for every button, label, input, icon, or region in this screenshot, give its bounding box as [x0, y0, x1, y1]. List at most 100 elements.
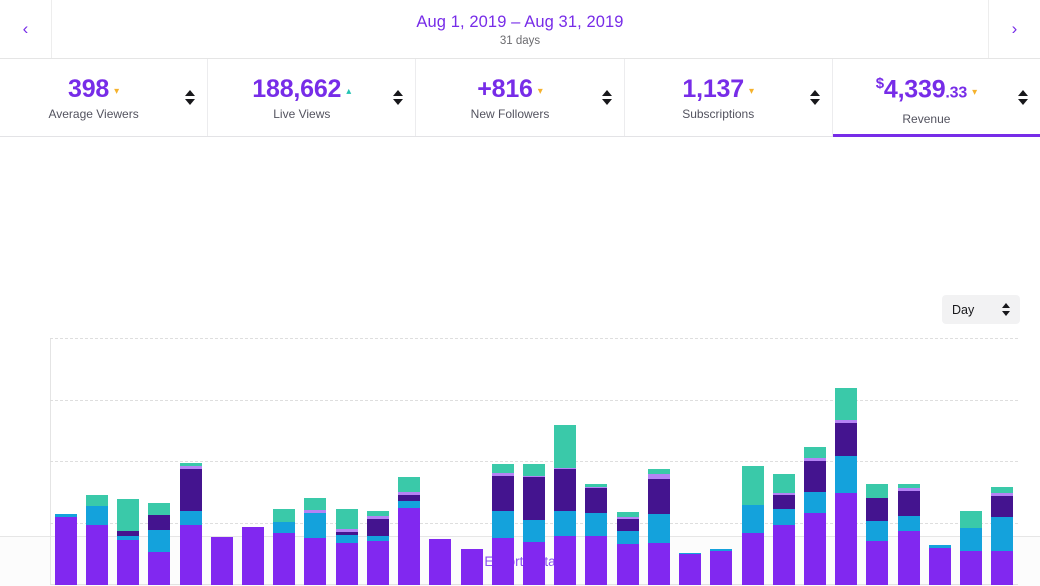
bar-segment: [398, 494, 421, 501]
bar-aug-4[interactable]: [148, 502, 171, 585]
bar-segment: [85, 506, 108, 525]
bar-segment: [866, 521, 889, 541]
bar-aug-28[interactable]: [897, 484, 920, 585]
bar-aug-1[interactable]: [54, 514, 77, 585]
bar-segment: [148, 514, 171, 531]
bar-segment: [366, 519, 389, 536]
kpi-stepper[interactable]: [798, 90, 832, 105]
bar-aug-16[interactable]: [523, 464, 545, 585]
kpi-value: 398: [68, 75, 110, 103]
kpi-value-line: $4,339.33 ▾: [876, 69, 977, 108]
bar-segment: [897, 490, 920, 516]
bar-segment: [523, 520, 545, 542]
bar-segment: [54, 517, 77, 585]
bar-aug-12[interactable]: [398, 476, 421, 585]
caret-up-icon: [809, 90, 820, 96]
bar-aug-8[interactable]: [273, 508, 296, 585]
caret-down-icon: [1018, 99, 1029, 105]
bar-aug-26[interactable]: [835, 388, 858, 585]
bar-segment: [460, 549, 483, 585]
bar-segment: [835, 388, 858, 421]
bar-aug-14[interactable]: [460, 549, 483, 585]
bar-aug-21[interactable]: [679, 553, 702, 585]
bar-segment: [335, 532, 358, 536]
bar-aug-19[interactable]: [616, 512, 639, 585]
kpi-stepper[interactable]: [173, 90, 207, 105]
kpi-value: 188,662: [252, 75, 342, 103]
bar-segment: [772, 508, 795, 525]
bar-segment: [54, 514, 77, 518]
bar-segment: [523, 477, 545, 521]
bar-segment: [647, 473, 670, 479]
date-range-label[interactable]: Aug 1, 2019 – Aug 31, 2019: [416, 12, 624, 31]
bar-segment: [928, 545, 951, 549]
bar-segment: [85, 495, 108, 507]
bar-aug-23[interactable]: [741, 466, 764, 585]
bar-segment: [179, 462, 202, 466]
bar-segment: [928, 548, 951, 585]
bar-aug-22[interactable]: [710, 548, 733, 585]
kpi-revenue[interactable]: $4,339.33 ▾ Revenue: [832, 59, 1040, 137]
bar-segment: [897, 530, 920, 585]
bar-segment: [491, 472, 514, 476]
bar-aug-7[interactable]: [241, 526, 264, 585]
bar-segment: [616, 512, 639, 517]
bar-segment: [804, 460, 827, 492]
bar-segment: [647, 478, 670, 514]
bar-segment: [835, 423, 858, 456]
kpi-stepper[interactable]: [1006, 90, 1040, 105]
bar-segment: [835, 420, 858, 424]
kpi-stepper[interactable]: [590, 90, 624, 105]
kpi-new-followers[interactable]: +816 ▾ New Followers: [416, 59, 625, 136]
caret-up-icon: [185, 90, 196, 96]
granularity-select[interactable]: Day: [942, 295, 1020, 324]
bar-aug-11[interactable]: [366, 511, 389, 585]
bar-aug-30[interactable]: [960, 510, 983, 585]
bar-segment: [366, 540, 389, 585]
bar-segment: [647, 543, 670, 585]
bar-segment: [710, 548, 733, 552]
bar-aug-15[interactable]: [491, 463, 514, 585]
bar-aug-3[interactable]: [117, 498, 140, 585]
kpi-body: 188,662 ▴ Live Views: [208, 74, 381, 121]
bar-segment: [491, 537, 514, 585]
bar-aug-6[interactable]: [210, 537, 233, 585]
bar-segment: [398, 500, 421, 509]
bar-aug-20[interactable]: [647, 468, 670, 585]
kpi-average-viewers[interactable]: 398 ▾ Average Viewers: [0, 59, 209, 136]
kpi-stepper[interactable]: [381, 90, 415, 105]
bar-aug-29[interactable]: [928, 545, 951, 585]
bar-segment: [491, 463, 514, 473]
bar-segment: [647, 513, 670, 544]
trend-down-icon: ▾: [114, 86, 120, 97]
bar-segment: [491, 475, 514, 512]
bar-aug-18[interactable]: [585, 483, 608, 585]
bar-segment: [148, 530, 171, 552]
bar-aug-27[interactable]: [866, 484, 889, 585]
bar-aug-17[interactable]: [554, 424, 577, 585]
chevron-updown-icon: [1002, 303, 1010, 316]
bar-aug-25[interactable]: [804, 447, 827, 585]
kpi-value-line: +816 ▾: [477, 74, 543, 104]
bar-segment: [585, 483, 608, 487]
bar-segment: [335, 529, 358, 533]
kpi-live-views[interactable]: 188,662 ▴ Live Views: [208, 59, 417, 136]
trend-down-icon: ▾: [537, 86, 543, 97]
previous-period-button[interactable]: ‹: [0, 0, 52, 58]
bar-aug-24[interactable]: [772, 474, 795, 585]
bar-aug-5[interactable]: [179, 462, 202, 585]
date-range-selector[interactable]: Aug 1, 2019 – Aug 31, 2019 31 days: [52, 0, 988, 58]
bar-aug-10[interactable]: [335, 508, 358, 585]
bar-segment: [710, 551, 733, 585]
bar-aug-31[interactable]: [991, 486, 1014, 585]
bar-aug-9[interactable]: [304, 497, 327, 585]
bar-aug-13[interactable]: [429, 538, 452, 585]
next-period-button[interactable]: ›: [988, 0, 1040, 58]
bar-aug-2[interactable]: [85, 495, 108, 585]
bar-segment: [210, 537, 233, 585]
bar-segment: [523, 464, 545, 476]
kpi-subscriptions[interactable]: 1,137 ▾ Subscriptions: [625, 59, 833, 136]
bar-segment: [835, 492, 858, 585]
bar-segment: [991, 495, 1014, 518]
